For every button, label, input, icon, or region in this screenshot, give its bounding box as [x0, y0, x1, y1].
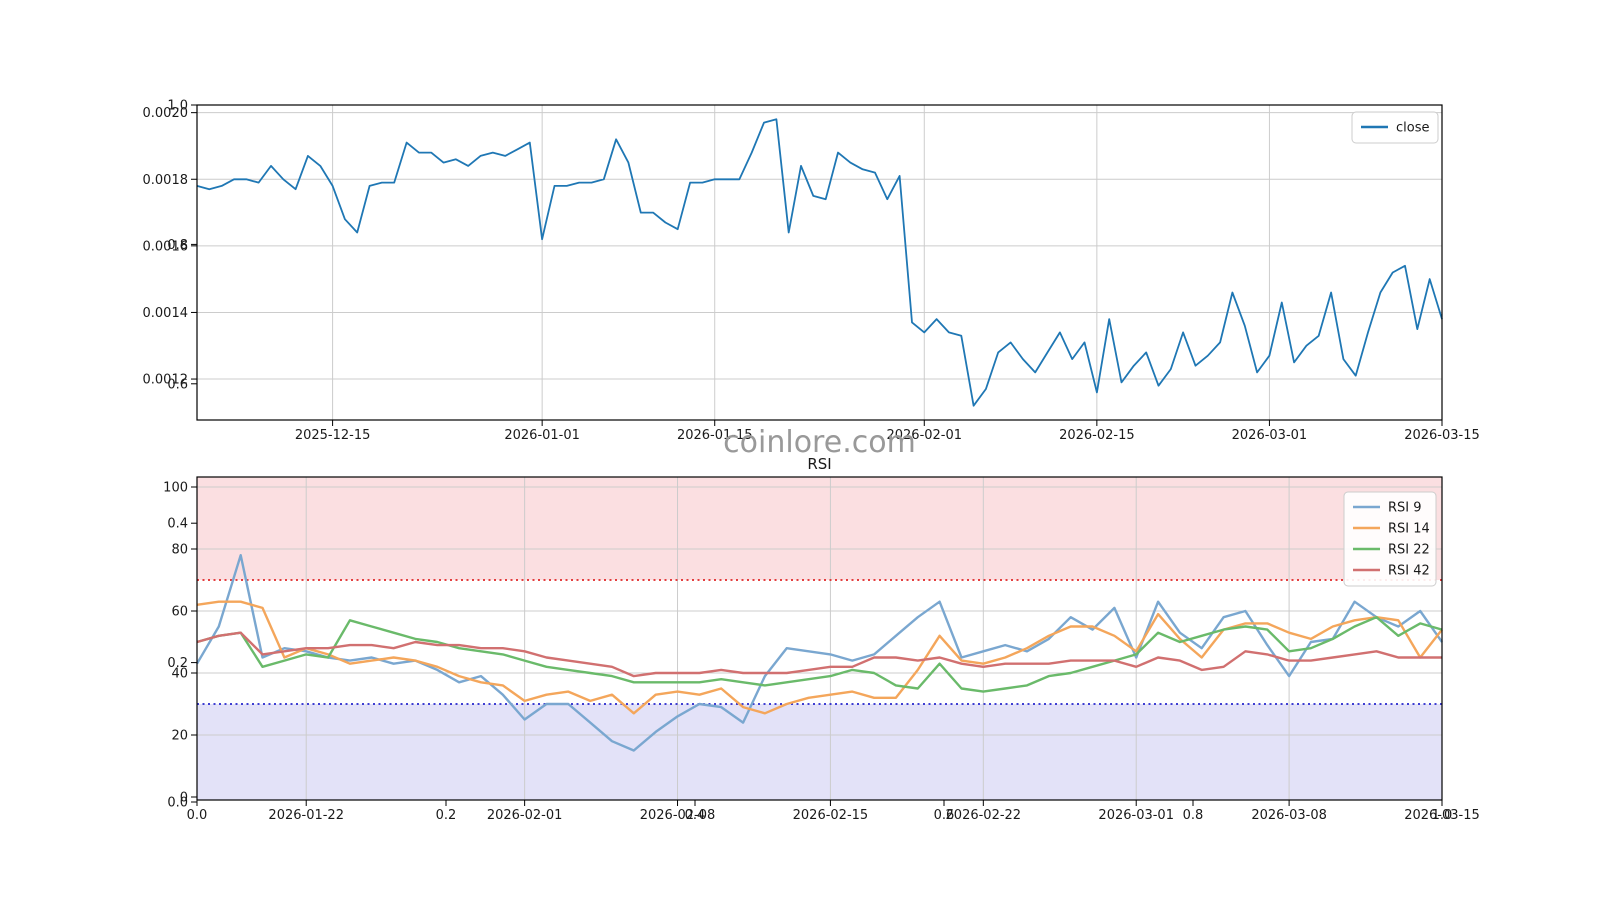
rsi-xtick-label: 2026-02-22	[946, 808, 1022, 823]
price-ytick-label: 0.0016	[143, 239, 189, 254]
rsi-xtick-label: 2026-01-22	[268, 808, 344, 823]
figure-ytick-label: 0.6	[167, 377, 188, 392]
rsi-ytick-label: 100	[163, 481, 188, 496]
rsi-panel: 0 20 40 60 80 100 2026-01-22 2026-02-01 2026-02-…	[163, 476, 1480, 823]
price-xtick-label: 2025-12-15	[295, 428, 371, 443]
rsi-ytick-label: 0	[180, 791, 188, 806]
price-panel: 0.0012 0.0014 0.0016 0.0018 0.0020 2025-12-15…	[143, 104, 1480, 443]
figure-ytick-label: 0.8	[167, 238, 188, 253]
rsi-ytick-label: 60	[171, 605, 188, 620]
figure-ytick-label: 0.0	[167, 796, 188, 811]
rsi-42-line	[196, 631, 1442, 678]
price-ytick-label: 0.0014	[143, 306, 189, 321]
price-panel-border	[196, 104, 1443, 421]
figure-xtick-label: 0.4	[685, 808, 706, 823]
legend-label: close	[1396, 121, 1429, 136]
price-xtick-label: 2026-01-15	[677, 428, 753, 443]
price-xtick-label: 2026-02-15	[1059, 428, 1135, 443]
figure-xtick-label: 0.0	[187, 808, 208, 823]
overbought-zone	[197, 477, 1442, 580]
rsi-ytick-label: 20	[171, 729, 188, 744]
figure-xtick-label: 0.2	[436, 808, 457, 823]
oversold-zone	[197, 704, 1442, 800]
figure-xtick-label: 0.6	[934, 808, 955, 823]
rsi-xtick-label: 2026-02-01	[487, 808, 563, 823]
price-xtick-label: 2026-02-01	[886, 428, 962, 443]
rsi-title: RSI	[807, 455, 831, 473]
legend-label: RSI 14	[1388, 522, 1430, 537]
figure-ytick-label: 1.0	[167, 99, 188, 114]
rsi-panel-border	[196, 476, 1443, 801]
price-ytick-label: 0.0020	[143, 106, 189, 121]
rsi-legend-box	[1343, 491, 1437, 587]
price-ytick-label: 0.0018	[143, 173, 189, 188]
price-legend-box	[1351, 111, 1439, 144]
rsi-9-line	[195, 554, 1443, 752]
figure-ytick-label: 0.4	[167, 517, 188, 532]
legend-label: RSI 22	[1388, 543, 1430, 558]
watermark: coinlore.com	[723, 425, 916, 460]
rsi-xtick-label: 2026-02-15	[793, 808, 869, 823]
close-line	[196, 118, 1443, 407]
figure-xtick-label: 0.8	[1183, 808, 1204, 823]
rsi-ytick-label: 80	[171, 543, 188, 558]
figure-xtick-label: 1.0	[1432, 808, 1453, 823]
rsi-xtick-label: 2026-02-08	[640, 808, 716, 823]
legend-label: RSI 9	[1388, 501, 1422, 516]
rsi-14-line	[196, 600, 1443, 715]
rsi-ytick-label: 40	[171, 667, 188, 682]
rsi-22-line	[196, 616, 1443, 693]
rsi-legend: RSI 9 RSI 14 RSI 22 RSI 42	[1343, 491, 1437, 587]
figure-axis-overlay: 0.0 0.2 0.4 0.6 0.8 1.0 1.0 0.8 0.6 0.4 0.2 0.0	[167, 99, 1452, 824]
price-legend: close	[1351, 111, 1439, 144]
price-xtick-label: 2026-03-01	[1232, 428, 1308, 443]
price-xtick-label: 2026-03-15	[1404, 428, 1480, 443]
price-xtick-label: 2026-01-01	[504, 428, 580, 443]
rsi-xtick-label: 2026-03-15	[1404, 808, 1480, 823]
price-ytick-label: 0.0012	[143, 373, 189, 388]
figure-ytick-label: 0.2	[167, 656, 188, 671]
legend-label: RSI 42	[1388, 564, 1430, 579]
rsi-xtick-label: 2026-03-01	[1098, 808, 1174, 823]
rsi-xtick-label: 2026-03-08	[1251, 808, 1327, 823]
